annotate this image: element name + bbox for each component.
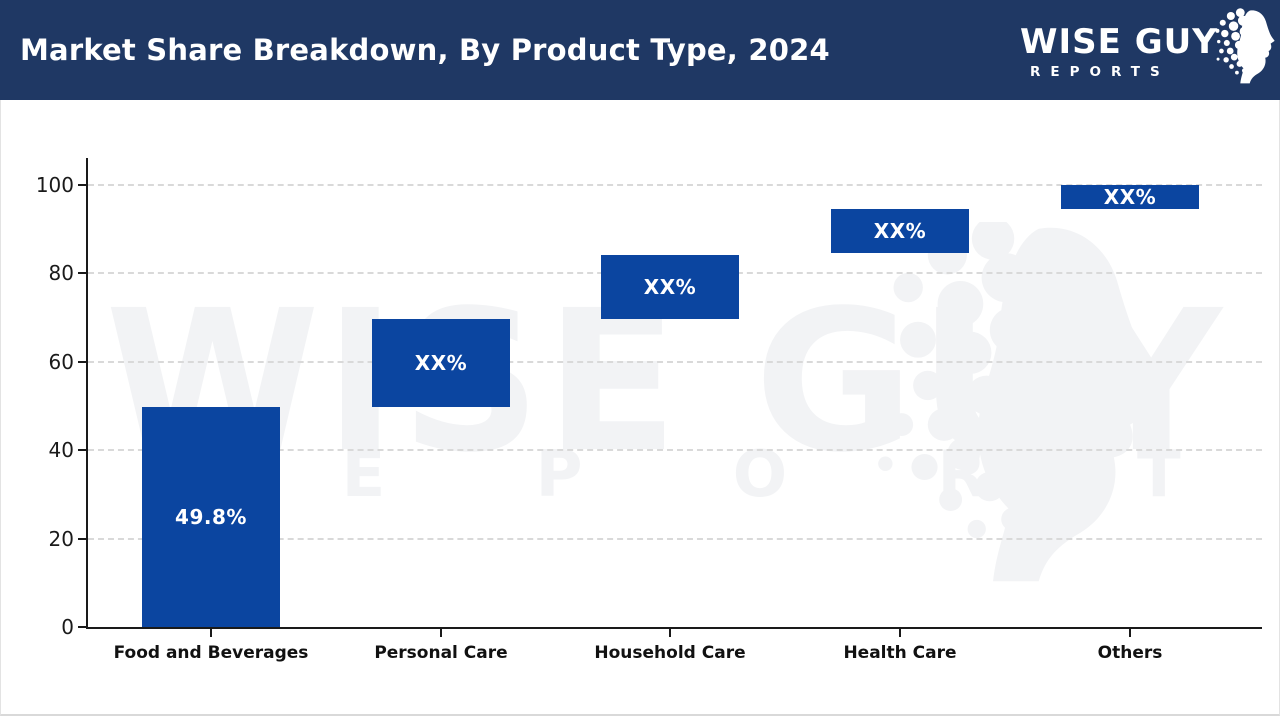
- gridline: [88, 184, 1262, 186]
- y-tick-label: 60: [48, 349, 74, 374]
- brand-logo: WISE GUY REPORTS: [1020, 6, 1275, 98]
- gridline: [88, 537, 1262, 540]
- bar: XX%: [601, 254, 739, 319]
- bar: 49.8%: [142, 406, 280, 627]
- x-category-label: Others: [1097, 643, 1163, 663]
- bar: XX%: [831, 208, 969, 254]
- x-tick-mark: [210, 629, 212, 637]
- y-tick-label: 100: [35, 173, 74, 197]
- y-tick-mark: [78, 626, 86, 628]
- bar-value-label: XX%: [643, 274, 697, 299]
- bar: XX%: [372, 318, 510, 407]
- x-category-label: Health Care: [843, 643, 957, 663]
- bar: XX%: [1061, 185, 1199, 209]
- x-axis-line: [86, 627, 1262, 629]
- wiseguy-head-icon: [1215, 8, 1275, 84]
- y-tick-label: 40: [48, 438, 74, 463]
- y-tick-label: 0: [61, 615, 74, 639]
- x-category-label: Household Care: [594, 643, 746, 663]
- bar-value-label: XX%: [414, 350, 468, 375]
- brand-tagline: REPORTS: [1030, 64, 1170, 80]
- x-category-label: Personal Care: [374, 643, 508, 663]
- gridline: [88, 360, 1262, 363]
- x-category-label: Food and Beverages: [113, 643, 309, 663]
- bar-value-label: XX%: [1103, 184, 1157, 209]
- y-tick-mark: [78, 449, 86, 452]
- page-title: Market Share Breakdown, By Product Type,…: [20, 33, 830, 67]
- y-tick-mark: [78, 184, 86, 186]
- y-axis-line: [86, 158, 88, 629]
- y-tick-label: 80: [48, 261, 74, 286]
- x-tick-mark: [1129, 629, 1131, 637]
- brand-name: WISE GUY: [1020, 22, 1218, 62]
- y-tick-mark: [78, 360, 86, 363]
- gridline: [88, 449, 1262, 452]
- x-tick-mark: [899, 629, 901, 637]
- y-tick-mark: [78, 272, 86, 275]
- bar-value-label: XX%: [873, 218, 927, 243]
- header: Market Share Breakdown, By Product Type,…: [0, 0, 1280, 100]
- bar-value-label: 49.8%: [175, 504, 247, 529]
- y-tick-label: 20: [48, 526, 74, 551]
- y-tick-mark: [78, 537, 86, 540]
- x-tick-mark: [669, 629, 671, 637]
- x-tick-mark: [440, 629, 442, 637]
